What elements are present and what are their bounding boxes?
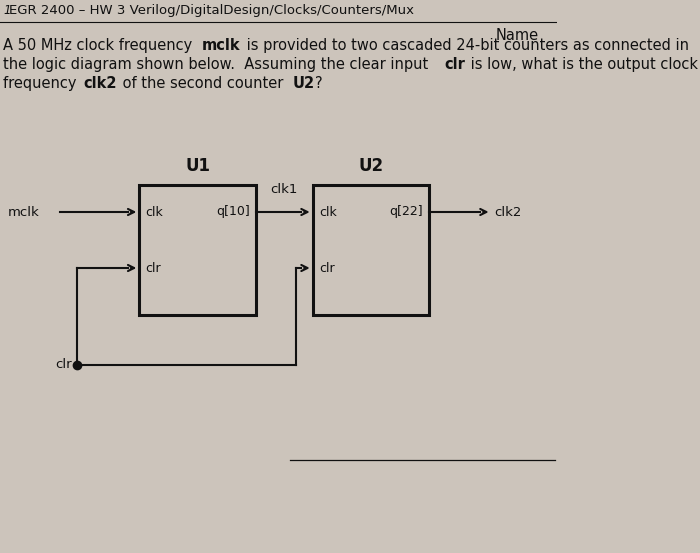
Text: 1: 1 bbox=[4, 4, 10, 17]
Bar bbox=[312, 185, 429, 315]
Text: Name: Name bbox=[496, 28, 538, 43]
Text: mclk: mclk bbox=[202, 38, 241, 53]
Text: the logic diagram shown below.  Assuming the clear input: the logic diagram shown below. Assuming … bbox=[4, 57, 433, 72]
Text: clk: clk bbox=[319, 206, 337, 218]
Text: frequency: frequency bbox=[4, 76, 81, 91]
Text: clk1: clk1 bbox=[270, 183, 298, 196]
Text: clk: clk bbox=[146, 206, 163, 218]
Text: clr: clr bbox=[56, 358, 72, 372]
Text: q[22]: q[22] bbox=[389, 206, 423, 218]
Text: U2: U2 bbox=[292, 76, 314, 91]
Text: q[10]: q[10] bbox=[216, 206, 250, 218]
Text: A 50 MHz clock frequency: A 50 MHz clock frequency bbox=[4, 38, 197, 53]
Text: mclk: mclk bbox=[8, 206, 40, 218]
Text: EGR 2400 – HW 3 Verilog/DigitalDesign/Clocks/Counters/Mux: EGR 2400 – HW 3 Verilog/DigitalDesign/Cl… bbox=[8, 4, 414, 17]
Text: is low, what is the output clock: is low, what is the output clock bbox=[466, 57, 698, 72]
Text: U2: U2 bbox=[358, 157, 384, 175]
Text: is provided to two cascaded 24-bit counters as connected in: is provided to two cascaded 24-bit count… bbox=[241, 38, 689, 53]
Text: clk2: clk2 bbox=[83, 76, 117, 91]
Text: U1: U1 bbox=[185, 157, 210, 175]
Text: clr: clr bbox=[319, 262, 335, 274]
Text: of the second counter: of the second counter bbox=[118, 76, 288, 91]
Text: clr: clr bbox=[146, 262, 161, 274]
Text: clk2: clk2 bbox=[495, 206, 522, 218]
Text: ?: ? bbox=[315, 76, 323, 91]
Text: clr: clr bbox=[444, 57, 465, 72]
Bar bbox=[139, 185, 256, 315]
